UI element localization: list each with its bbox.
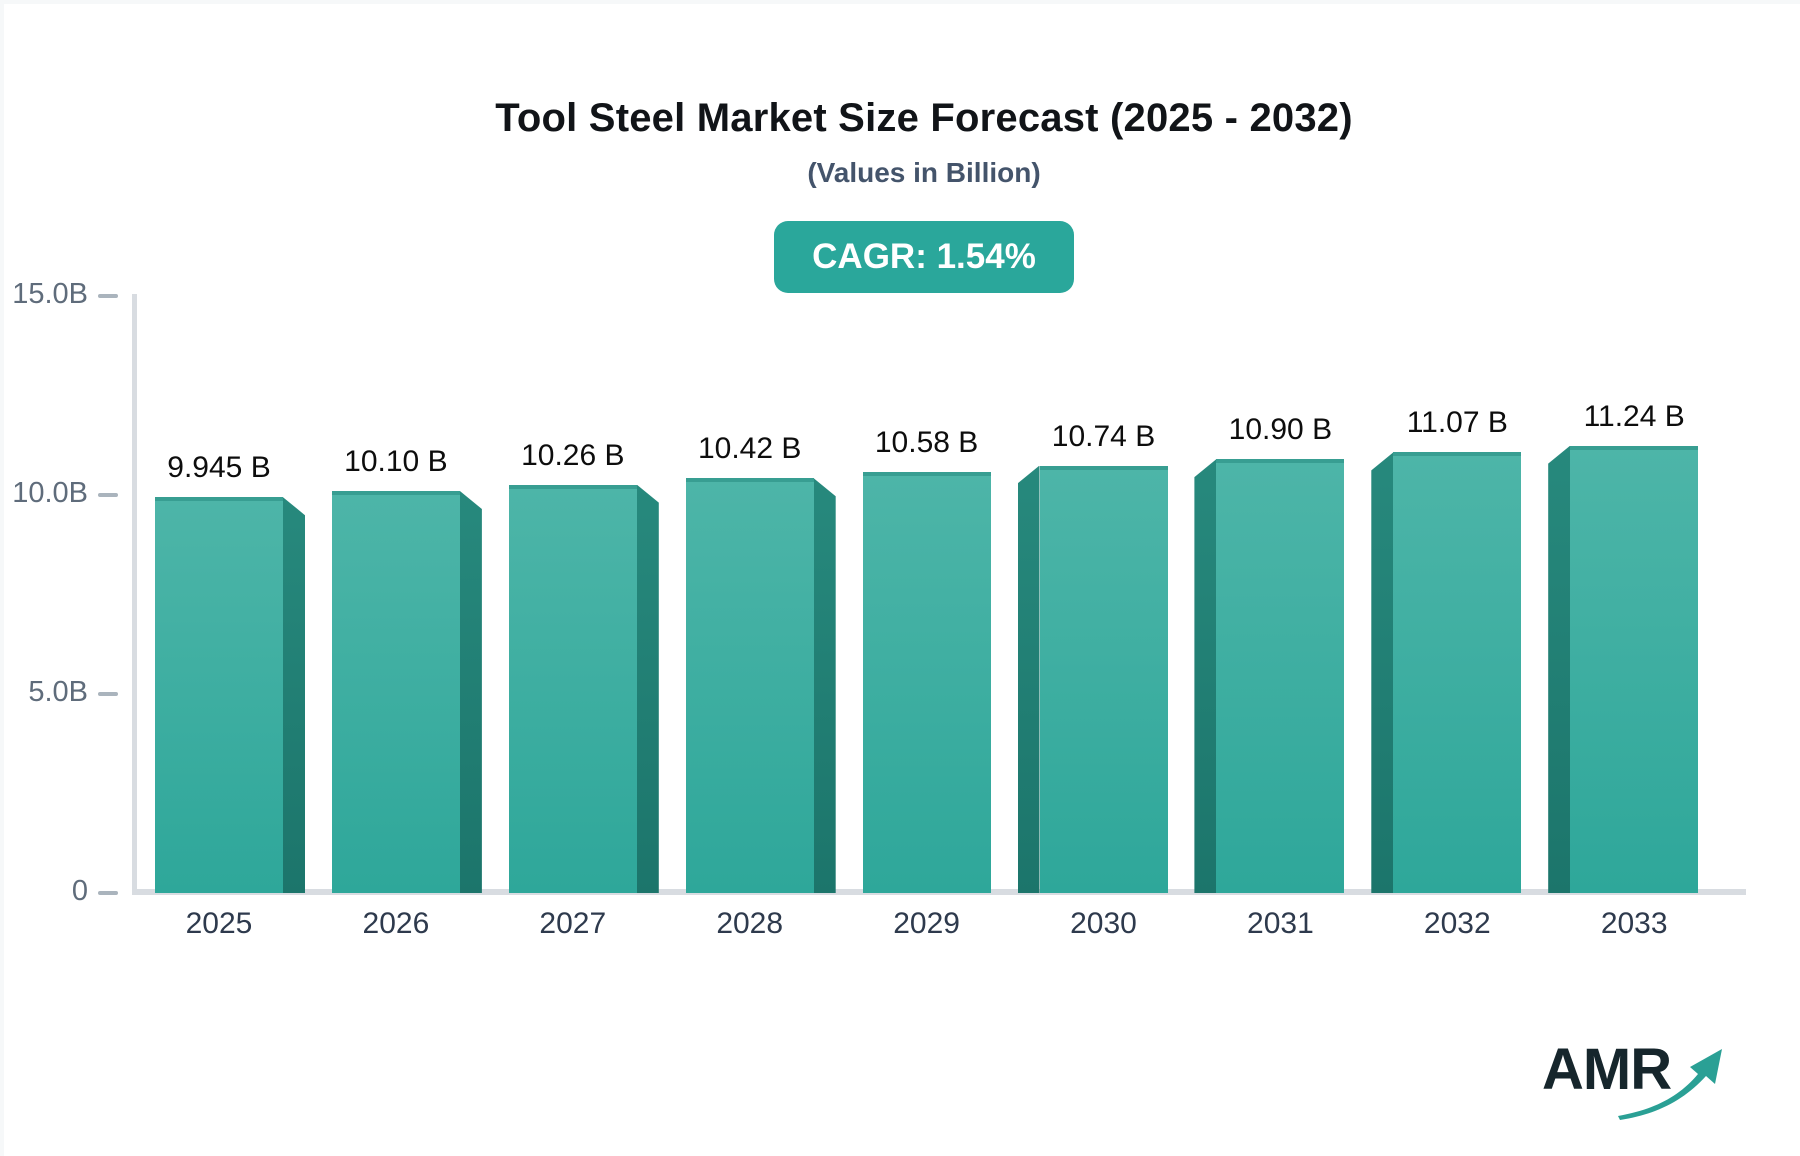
- bar-side-face: [636, 484, 659, 893]
- y-axis-tick: [98, 692, 118, 696]
- y-axis-label: 10.0B: [12, 477, 88, 509]
- y-axis-line: [132, 294, 137, 890]
- bar-2032: [1393, 452, 1522, 893]
- x-axis-label: 2027: [539, 907, 607, 940]
- amr-logo-text: AMR: [1542, 1037, 1672, 1102]
- bar-2027: [508, 484, 637, 893]
- bar-side-face: [459, 491, 482, 893]
- bar-value-label: 11.07 B: [1406, 406, 1508, 440]
- bar-2033: [1570, 445, 1699, 893]
- y-axis-tick: [98, 294, 118, 298]
- bar-2029: [862, 471, 991, 893]
- y-axis-label: 5.0B: [28, 676, 88, 708]
- bar-2025: [155, 497, 283, 893]
- bar-2028: [685, 478, 814, 893]
- bar-side-face: [283, 497, 305, 893]
- y-axis-tick: [98, 493, 118, 497]
- cagr-badge: CAGR: 1.54%: [774, 221, 1074, 293]
- x-axis-label: 2029: [893, 907, 960, 940]
- chart-header: Tool Steel Market Size Forecast (2025 - …: [4, 96, 1800, 293]
- plot-area: 15.0B 10.0B 5.0B 0 9.945 B 2025 10.10 B 2026 10.…: [4, 4, 1800, 1156]
- bar-value-label: 10.58 B: [874, 425, 979, 459]
- y-axis-label: 15.0B: [12, 278, 88, 310]
- x-axis-label: 2031: [1247, 907, 1314, 940]
- bar-value-label: 10.90 B: [1228, 413, 1333, 447]
- bar-side-face: [1371, 452, 1394, 893]
- chart-subtitle: (Values in Billion): [807, 157, 1041, 188]
- x-axis-label: 2030: [1070, 907, 1137, 940]
- bar-value-label: 10.10 B: [344, 445, 448, 479]
- x-axis-label: 2033: [1600, 907, 1668, 940]
- bar-side-face: [813, 478, 836, 893]
- x-axis-label: 2026: [362, 907, 430, 940]
- x-axis-label: 2028: [716, 907, 784, 940]
- x-axis-label: 2032: [1423, 907, 1491, 940]
- bar-side-face: [1017, 465, 1040, 893]
- bar-value-label: 10.42 B: [697, 432, 802, 466]
- y-axis-tick: [98, 891, 118, 895]
- y-axis-label: 0: [71, 875, 88, 907]
- bar-value-label: 9.945 B: [167, 451, 271, 485]
- amr-logo: AMR: [1542, 1036, 1752, 1126]
- bar-side-face: [1548, 445, 1571, 893]
- bar-value-label: 10.26 B: [521, 438, 625, 472]
- bar-2026: [331, 491, 460, 893]
- growth-arrow-icon: [1618, 1049, 1722, 1120]
- bar-value-label: 11.24 B: [1583, 399, 1685, 433]
- chart-title: Tool Steel Market Size Forecast (2025 - …: [495, 96, 1353, 140]
- bar-2031: [1216, 459, 1345, 893]
- bar-value-label: 10.74 B: [1051, 419, 1156, 453]
- bar-side-face: [1194, 459, 1217, 893]
- x-axis-label: 2025: [185, 907, 253, 940]
- bar-2030: [1039, 465, 1168, 893]
